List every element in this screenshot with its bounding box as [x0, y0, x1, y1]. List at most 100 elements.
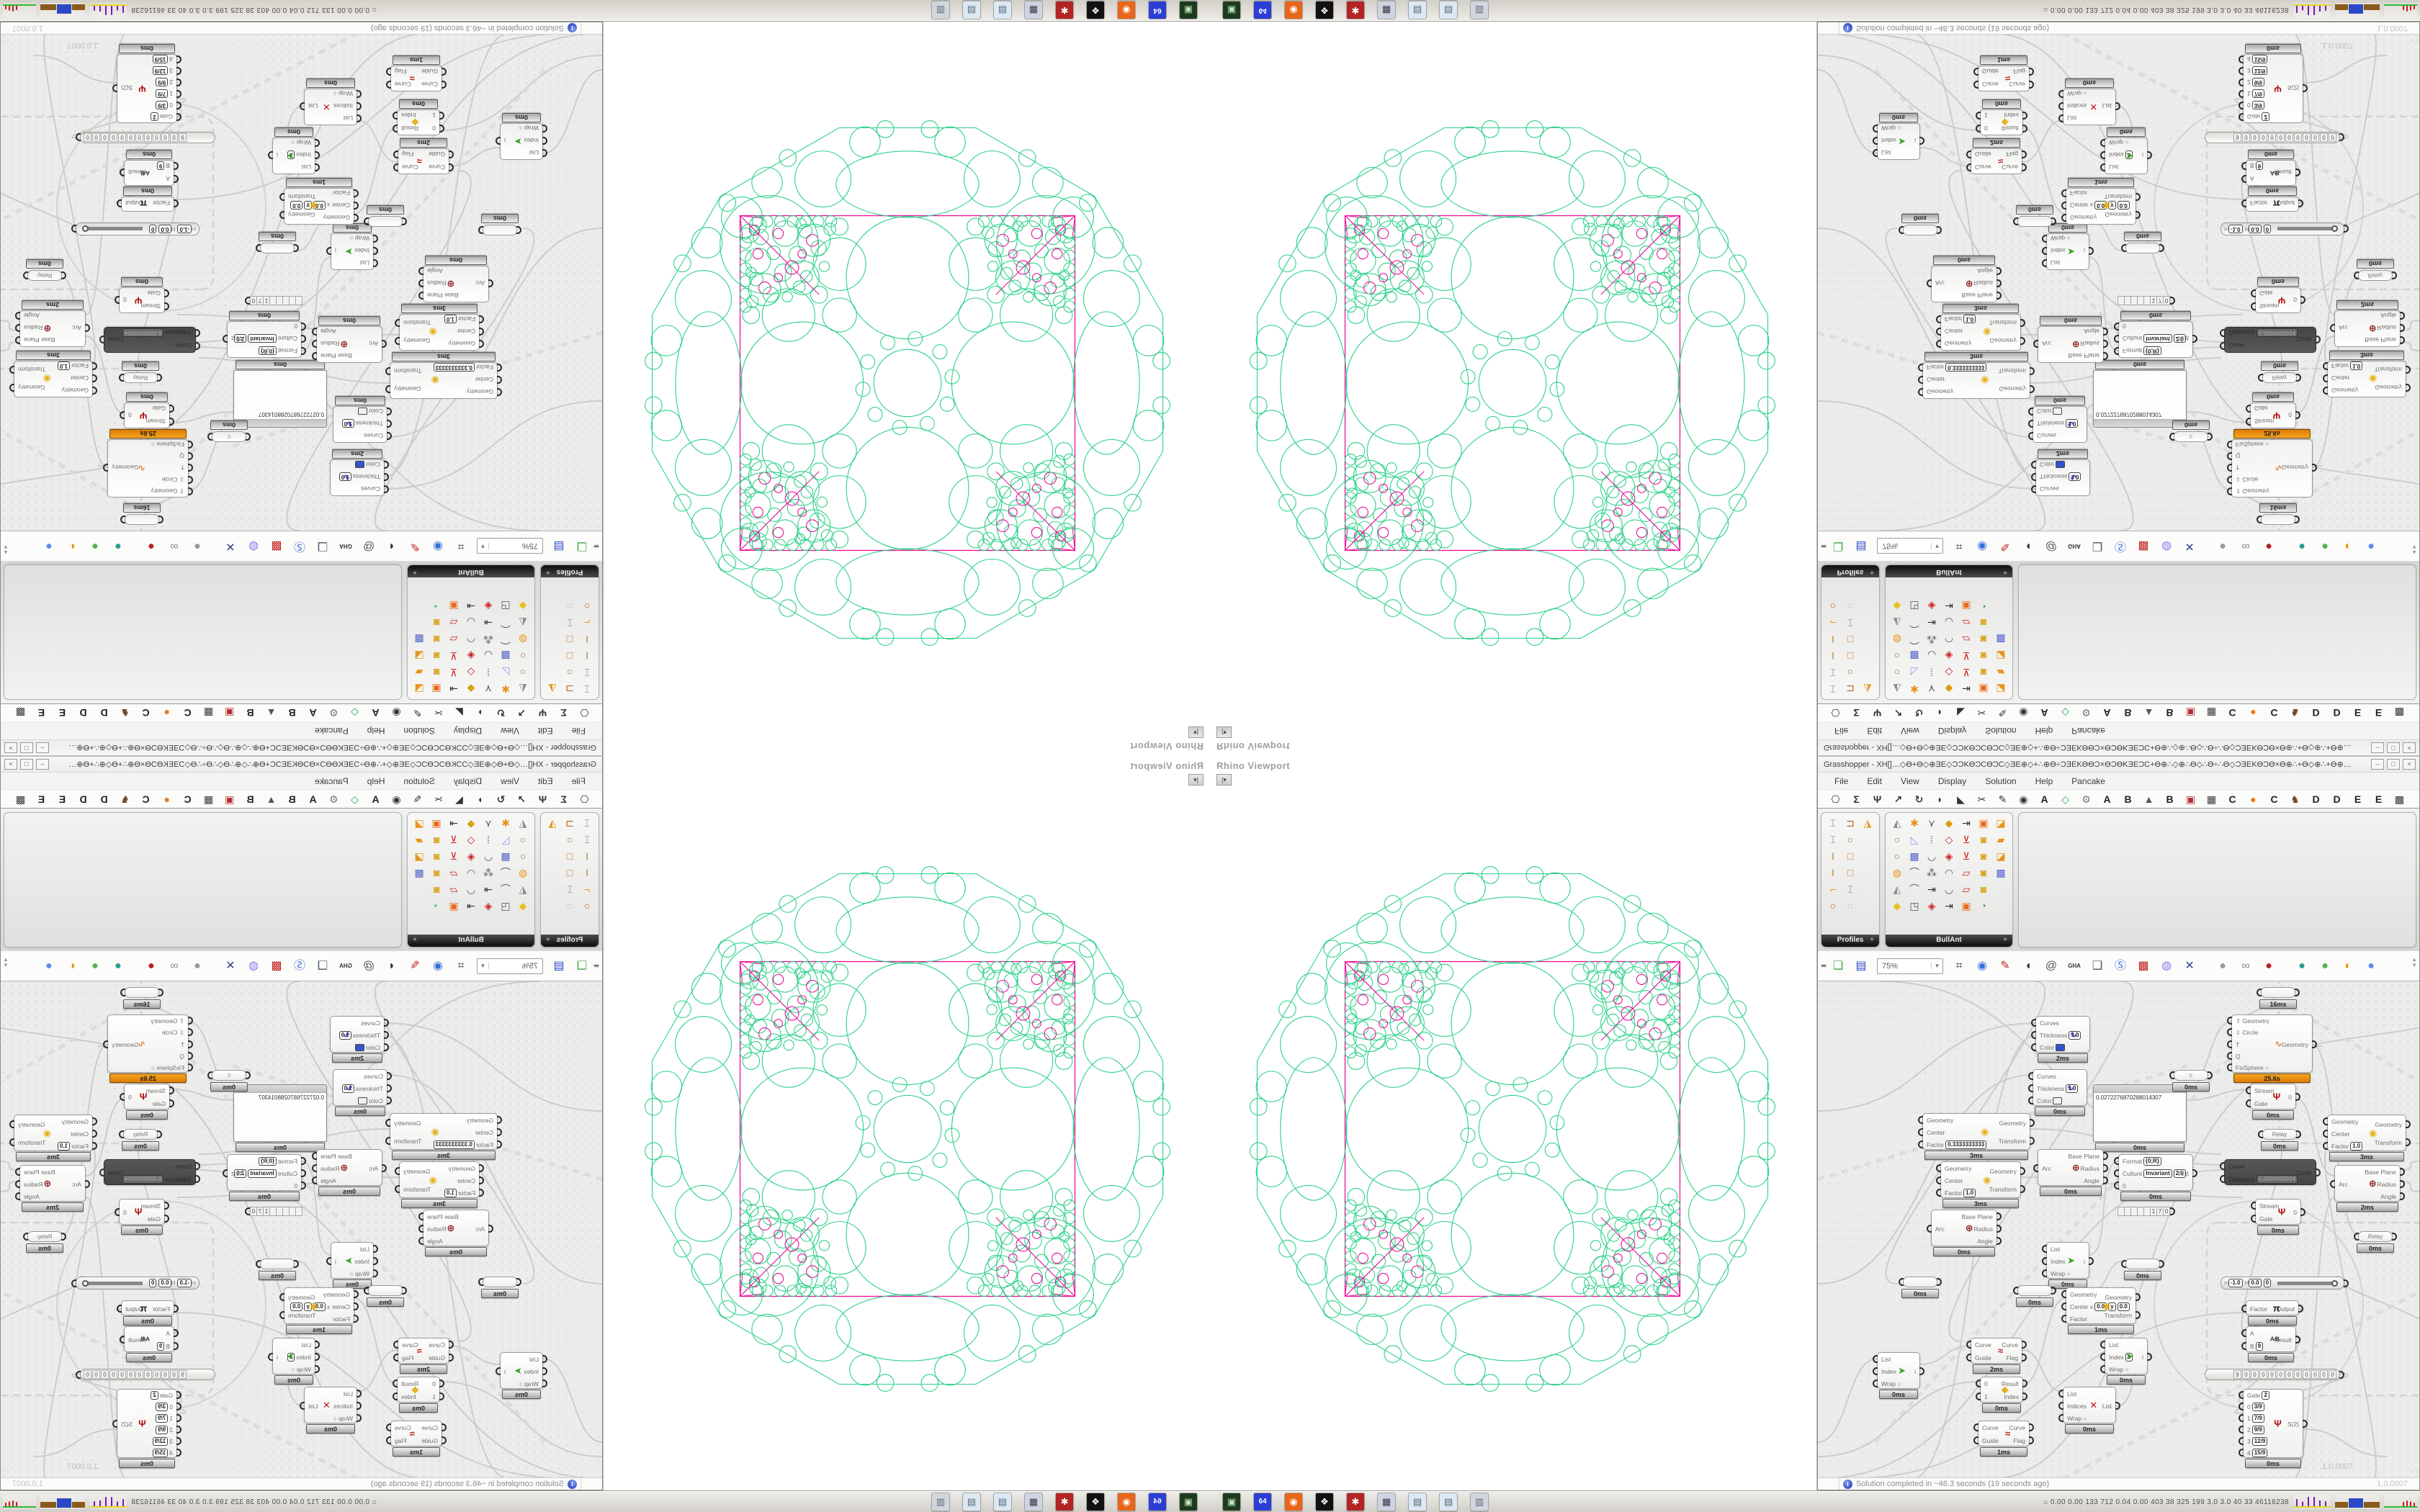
paint-horn-button[interactable]: ◖ — [388, 540, 395, 553]
component-icon[interactable]: ✱ — [501, 683, 510, 695]
tab-gem-icon[interactable]: ◇ — [2061, 793, 2069, 805]
component-icon[interactable]: □ — [1847, 650, 1854, 662]
component-icon[interactable]: ◆ — [519, 900, 527, 912]
input-port[interactable] — [2031, 1018, 2036, 1027]
output-port[interactable] — [2115, 1401, 2120, 1410]
component-icon[interactable]: ◍ — [518, 634, 528, 645]
component-icon[interactable]: ⇥ — [1927, 617, 1936, 629]
gh-canvas[interactable]: ⇧ Geometry ⇩ Circle T Q FixSphere ○ Geometry ∿… — [1818, 981, 2419, 1477]
component-icon[interactable]: ◍ — [518, 867, 528, 878]
tab-params-icon[interactable]: ⎔ — [1831, 707, 1840, 719]
find-button[interactable]: Ⓢ — [2115, 540, 2127, 553]
output-port[interactable] — [393, 125, 398, 132]
component-icon[interactable]: ⇥ — [1945, 900, 1953, 912]
input-port[interactable] — [2061, 1290, 2066, 1298]
component-icon[interactable]: I — [586, 634, 588, 645]
component-icon[interactable]: ⊻ — [449, 834, 458, 845]
fixsphere-node[interactable]: ⇧ Geometry ⇩ Circle T Q FixSphere ○ Geometry ∿ — [103, 439, 193, 498]
component-icon[interactable]: ◙ — [433, 883, 440, 895]
circle-fit-node-disabled[interactable]: Curve Tolerance 0.0000000004 Circle ◌ — [99, 1159, 200, 1185]
menu-display[interactable]: Display — [1937, 726, 1967, 737]
output-port[interactable] — [2170, 1207, 2175, 1215]
component-icon[interactable] — [1859, 865, 1876, 881]
input-port[interactable] — [2220, 342, 2225, 350]
input-port[interactable] — [2238, 1437, 2244, 1445]
component-icon[interactable]: ⌒ — [1909, 617, 1919, 629]
tab-dotgrid-icon[interactable]: ▩ — [2394, 707, 2405, 719]
relay-node[interactable] — [120, 514, 163, 525]
tab-e1-icon[interactable]: E — [58, 793, 66, 805]
close-button[interactable]: × — [2403, 759, 2416, 770]
component-icon[interactable]: ▩ — [501, 850, 511, 862]
output-port[interactable] — [115, 296, 120, 304]
tab-e2-icon[interactable]: E — [37, 707, 45, 719]
component-icon[interactable]: ▩ — [414, 634, 424, 645]
component-icon[interactable] — [411, 614, 428, 631]
output-port[interactable] — [76, 133, 81, 141]
component-icon[interactable]: ◙ — [433, 634, 440, 645]
flip-curve-node[interactable]: Curve Guide Curve Flag ≈ — [386, 66, 447, 91]
output-port[interactable] — [2136, 1311, 2141, 1320]
input-port[interactable] — [2238, 55, 2244, 63]
tab-mesh-icon[interactable]: ◣ — [455, 793, 463, 805]
input-port[interactable] — [2238, 113, 2244, 121]
menu-help[interactable]: Help — [367, 726, 385, 737]
rhino-icon[interactable]: ❖ — [1086, 1, 1105, 20]
scale-node[interactable]: Geometry Center Factor 1.0 Geometry Transform… — [9, 1115, 97, 1151]
input-port[interactable] — [2042, 1256, 2047, 1265]
panel-node[interactable]: {0;2}0.0272276870288014307 — [233, 1084, 327, 1142]
gift-button[interactable]: ▩ — [2138, 959, 2149, 972]
scale-node[interactable]: Geometry Center Factor 1.0 Geometry Transform… — [395, 1161, 484, 1198]
component-icon[interactable]: ○ — [519, 834, 526, 845]
pi-node[interactable]: Factor Output π — [117, 197, 179, 212]
list-item-node[interactable]: List Index Wrap ○ i ➤ — [326, 233, 378, 270]
scale-node[interactable]: Geometry Center x 0.0 y 0.0 Factor Geometry Tra… — [279, 1287, 359, 1324]
tab-transform-icon[interactable]: ✎ — [413, 707, 422, 719]
component-icon[interactable]: ◙ — [433, 834, 440, 845]
close-button[interactable]: × — [4, 742, 17, 753]
relay-node[interactable] — [256, 1259, 299, 1269]
output-port[interactable] — [2316, 1169, 2321, 1176]
gem-blue-button[interactable]: ● — [2367, 540, 2375, 553]
zoom-extents-button[interactable]: ⌗ — [457, 540, 465, 553]
blob-green-button[interactable]: ● — [2321, 959, 2329, 972]
notepad-icon-2[interactable]: ▤ — [1439, 1492, 1458, 1511]
component-icon[interactable] — [1859, 898, 1876, 914]
tab-params-icon[interactable]: ⎔ — [1831, 793, 1840, 805]
rhino-icon[interactable]: ❖ — [1086, 1492, 1105, 1511]
output-port[interactable] — [256, 1260, 261, 1268]
component-icon[interactable]: ⌒ — [501, 883, 511, 895]
component-icon[interactable]: ◮ — [1863, 683, 1872, 695]
tab-transform-icon[interactable]: ✎ — [413, 793, 422, 805]
tab-mesh-icon[interactable]: ◣ — [455, 707, 463, 719]
stream-gate-node[interactable]: Gate 2 0 3/9 1 7/9 2 9/9 3 12/9 4 15/9 S(2) Ψ — [2238, 1389, 2308, 1458]
relay-node[interactable] — [1899, 225, 1942, 235]
tab-mountain-icon[interactable]: ▲ — [266, 793, 277, 805]
stream-filter-node[interactable]: Stream Gate 0 Ψ — [120, 1084, 174, 1110]
pi-node[interactable]: Factor Output π — [2241, 1300, 2303, 1315]
stream-filter-node[interactable]: Stream Gate 0 Ψ — [2251, 1199, 2305, 1225]
output-port[interactable] — [1996, 1212, 2002, 1220]
input-port[interactable] — [2241, 1329, 2246, 1337]
tab-a2-icon[interactable]: A — [309, 707, 317, 719]
tab-vector-icon[interactable]: ↗ — [1894, 707, 1903, 719]
component-icon[interactable]: ◔ — [1980, 900, 1987, 912]
blob-red-button[interactable]: ● — [148, 540, 155, 553]
red-app-icon[interactable]: ✱ — [1346, 1492, 1365, 1511]
component-icon[interactable]: ◙ — [1980, 650, 1987, 662]
tab-intersect-icon[interactable]: ✂ — [434, 793, 443, 805]
output-port[interactable] — [99, 336, 104, 343]
output-port[interactable] — [312, 1151, 317, 1160]
preview-eye-button[interactable]: ◉ — [432, 959, 443, 972]
palette-group-label[interactable]: Profiles + — [1821, 565, 1879, 577]
component-icon[interactable]: ⌶ — [566, 617, 573, 629]
component-icon[interactable]: ◙ — [433, 850, 440, 862]
component-icon[interactable]: ▩ — [1909, 650, 1919, 662]
output-port[interactable] — [1996, 1236, 2002, 1245]
component-icon[interactable]: ○ — [1894, 850, 1901, 862]
minimize-button[interactable]: – — [2371, 742, 2384, 753]
emulator-icon[interactable]: ▣ — [1222, 1492, 1241, 1511]
tab-kangaroo-icon[interactable]: ♞ — [2290, 793, 2300, 805]
menu-pancake[interactable]: Pancake — [2071, 726, 2105, 737]
